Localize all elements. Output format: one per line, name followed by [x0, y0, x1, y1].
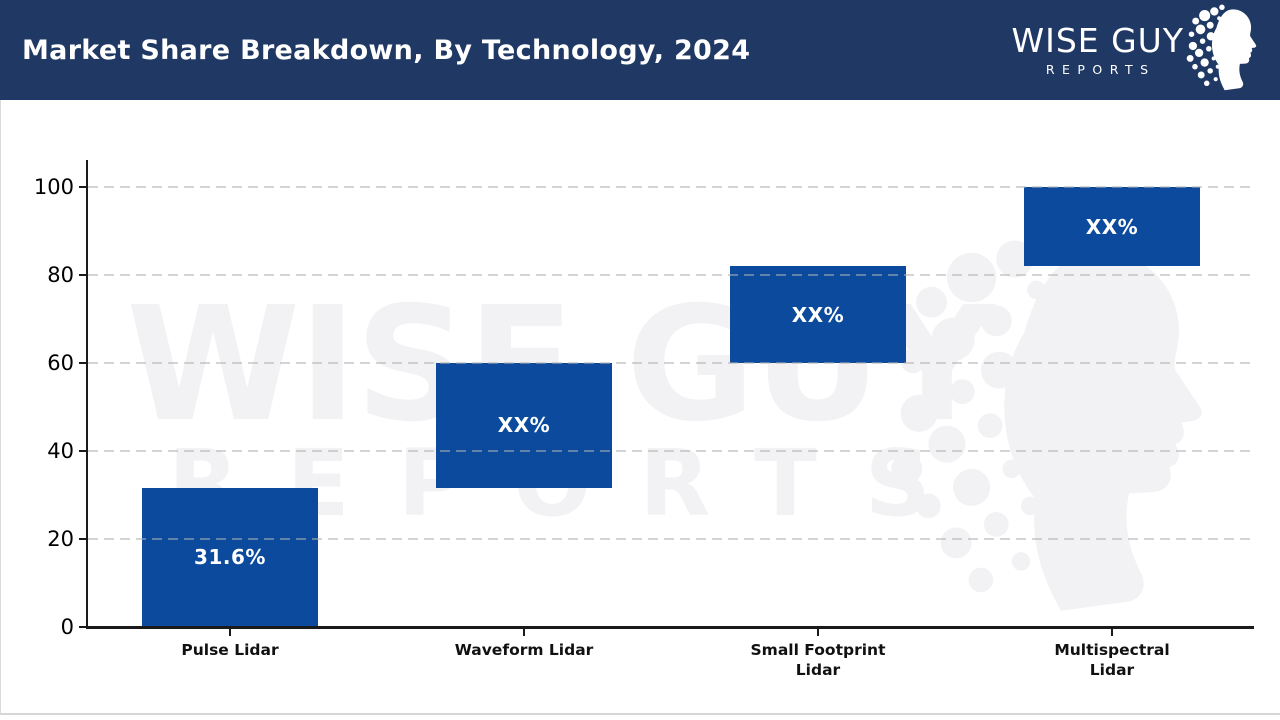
y-tick-label: 80 — [47, 263, 74, 287]
y-tick-label: 0 — [60, 615, 74, 639]
logo-wiseguy-text: WISE GUY — [1011, 21, 1184, 60]
logo-reports-text: REPORTS — [1045, 62, 1156, 77]
page-title: Market Share Breakdown, By Technology, 2… — [22, 34, 751, 66]
gridline — [88, 538, 1254, 540]
x-category-label: Small Footprint Lidar — [750, 641, 886, 680]
y-tick — [79, 626, 87, 628]
logo-text: WISE GUY REPORTS — [1011, 24, 1184, 77]
x-category-label: Multispectral Lidar — [1054, 641, 1170, 680]
gridline — [88, 186, 1254, 188]
x-tick — [229, 629, 231, 636]
x-category-label: Waveform Lidar — [454, 641, 594, 659]
y-tick — [79, 450, 87, 452]
y-tick-label: 100 — [33, 175, 74, 199]
y-tick — [79, 186, 87, 188]
x-category-label: Pulse Lidar — [181, 641, 279, 659]
y-tick-label: 20 — [47, 527, 74, 551]
x-tick — [523, 629, 525, 636]
left-border — [0, 100, 1, 715]
y-tick — [79, 274, 87, 276]
y-tick-label: 60 — [47, 351, 74, 375]
y-axis-line — [86, 160, 88, 629]
y-tick-label: 40 — [47, 439, 74, 463]
bottom-divider — [0, 713, 1280, 715]
bar-value-label: XX% — [497, 413, 551, 438]
x-axis-line — [86, 626, 1254, 629]
gridline — [88, 274, 1254, 276]
header-bar: Market Share Breakdown, By Technology, 2… — [0, 0, 1280, 100]
gridline — [88, 450, 1254, 452]
y-tick — [79, 362, 87, 364]
bar-value-label: 31.6% — [194, 545, 266, 570]
wise-guy-reports-logo: WISE GUY REPORTS — [1010, 0, 1270, 100]
x-tick — [1111, 629, 1113, 636]
bar-value-label: XX% — [1085, 214, 1139, 239]
gridline — [88, 362, 1254, 364]
bar-value-label: XX% — [791, 302, 845, 327]
x-tick — [817, 629, 819, 636]
bar: XX% — [730, 266, 906, 363]
bar: 31.6% — [142, 487, 318, 627]
y-tick — [79, 538, 87, 540]
bar: XX% — [436, 363, 612, 488]
bar: XX% — [1024, 187, 1200, 267]
